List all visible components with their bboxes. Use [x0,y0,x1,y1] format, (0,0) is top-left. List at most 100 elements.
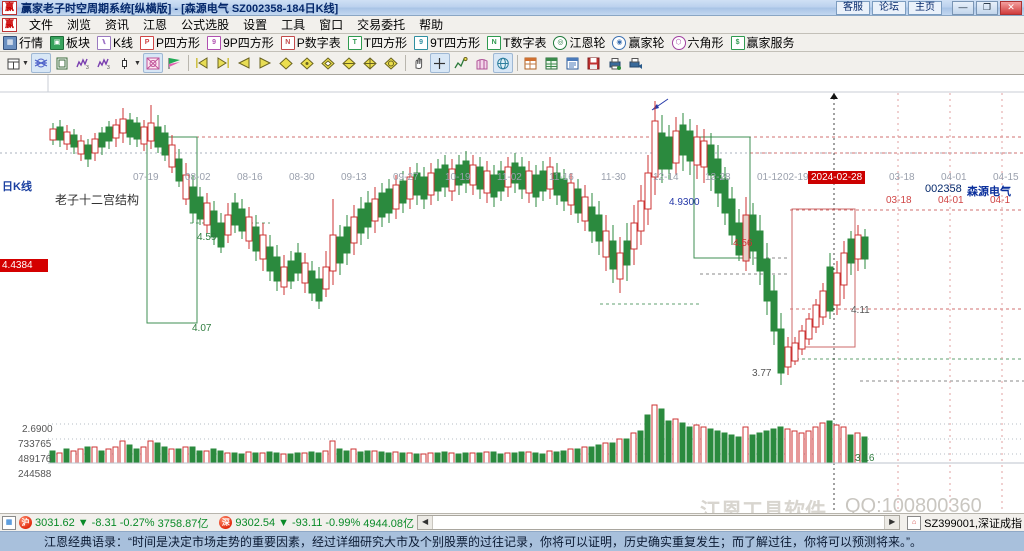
sz-index-change: -93.11 [292,516,323,529]
toolbar-winner-wheel-label: 赢家轮 [628,36,665,50]
date-label: 09-27 [393,172,419,183]
toolbar-kline[interactable]: ⑊ K线 [97,34,133,51]
diamond6-icon[interactable] [381,53,401,73]
candle-dropdown-icon[interactable]: ▼ [133,59,141,67]
anno-411: 4.11 [851,305,870,316]
sz-index-cell[interactable]: 深 9302.54 ▼ -93.11 -0.99% 4944.08亿 [219,515,414,531]
report-icon[interactable] [563,53,583,73]
menu-gann[interactable]: 江恩 [143,18,168,32]
candle-bar-icon[interactable] [115,53,135,73]
menu-formula[interactable]: 公式选股 [181,18,230,32]
calendar-icon[interactable] [3,53,23,73]
scroll-right-button[interactable]: ▶ [884,516,900,529]
toolbar-winner-wheel[interactable]: ◉ 赢家轮 [612,34,665,51]
diamond3-icon[interactable] [318,53,338,73]
gann-wheel-icon: ◎ [553,35,568,50]
window-title: 赢家老子时空周期系统[纵横版] - [森源电气 SZ002358-184日K线] [21,2,339,15]
chart-area[interactable]: 07-19 08-02 08-16 08-30 09-13 09-27 10-1… [0,75,1024,513]
date-label: 12-28 [705,172,731,183]
last-page-icon[interactable] [213,53,233,73]
menu-tools[interactable]: 工具 [281,18,306,32]
menu-trade[interactable]: 交易委托 [357,18,406,32]
toolbar-winner-service[interactable]: $ 赢家服务 [730,34,795,51]
calendar-dropdown-icon[interactable]: ▼ [22,59,29,67]
date-label: 08-30 [289,172,315,183]
export-icon[interactable] [626,53,646,73]
market-grid-icon[interactable]: ▦ [2,515,16,530]
price-axis-label: 2.6900 [22,424,53,435]
globe-tool-icon[interactable] [492,53,513,73]
wave-chart2-icon[interactable]: 3 [94,53,114,73]
9t-square-icon: 9 [414,35,429,50]
date-label: 01-12 [757,172,783,183]
sz-index-icon: 深 [219,516,233,529]
print-icon[interactable] [605,53,625,73]
winner-wheel-icon: ◉ [612,35,627,50]
hexagon-icon: ⬡ [671,35,686,50]
homepage-button[interactable]: 主页 [908,0,942,15]
dollar-service-icon: $ [730,35,745,50]
toolbar-hexagon[interactable]: ⬡ 六角形 [671,34,724,51]
menu-window[interactable]: 窗口 [319,18,344,32]
fan-tool-icon[interactable] [472,53,492,73]
anno-4930: 4.9300 [669,197,700,208]
prev-icon[interactable] [234,53,254,73]
diamond4-icon[interactable] [339,53,359,73]
gann-box-icon[interactable] [142,53,163,73]
toolbar-9p-square[interactable]: 9 9P四方形 [207,34,274,51]
menu-news[interactable]: 资讯 [105,18,130,32]
toolbar-sectors[interactable]: ▣ 板块 [50,34,90,51]
status-scroll-area[interactable]: ◀ ▶ [417,515,901,530]
diamond5-icon[interactable] [360,53,380,73]
projection-date-label: 04-01 [938,195,964,206]
toolbar-9t-square[interactable]: 9 9T四方形 [414,34,480,51]
date-label: 08-02 [185,172,211,183]
diamond2-icon[interactable] [297,53,317,73]
diamond1-icon[interactable] [276,53,296,73]
crosshair-net-icon[interactable] [30,53,51,73]
toolbar-p-number-table-label: P数字表 [296,36,341,50]
next-icon[interactable] [255,53,275,73]
toolbar-quotes[interactable]: ▦ 行情 [3,34,43,51]
date-label: 12-14 [653,172,679,183]
toolbar-t-square[interactable]: T T四方形 [347,34,407,51]
menu-help[interactable]: 帮助 [419,18,444,32]
wave-chart-icon[interactable]: 3 [73,53,93,73]
svg-text:3: 3 [107,65,110,70]
menu-settings[interactable]: 设置 [243,18,268,32]
close-button[interactable]: ✕ [1000,0,1022,15]
sh-index-amount: 3758.87亿 [157,517,209,530]
toolbar-gann-wheel[interactable]: ◎ 江恩轮 [553,34,605,51]
first-page-icon[interactable] [192,53,212,73]
draw-line-icon[interactable] [451,53,471,73]
toolbar-separator-2 [404,55,406,71]
toolbar-t-number-table[interactable]: N T数字表 [487,34,546,51]
spreadsheet-icon[interactable] [542,53,562,73]
forum-button[interactable]: 论坛 [872,0,906,15]
menu-file[interactable]: 文件 [29,18,54,32]
minimize-button[interactable]: — [952,0,974,15]
menu-browse[interactable]: 浏览 [67,18,92,32]
menu-bar: 赢 文件 浏览 资讯 江恩 公式选股 设置 工具 窗口 交易委托 帮助 [0,16,1024,34]
title-bar-buttons: 客服 论坛 主页 — ❐ ✕ [836,0,1022,15]
sh-index-change: -8.31 [91,516,117,529]
customer-service-button[interactable]: 客服 [836,0,870,15]
toolbar-quotes-label: 行情 [19,36,44,50]
scroll-left-button[interactable]: ◀ [418,516,434,529]
toolbar-p-number-table[interactable]: N P数字表 [280,34,341,51]
ticker-label: SZ399001,深证成指 [924,517,1022,530]
toolbar-p-square[interactable]: P P四方形 [140,34,200,51]
maximize-button[interactable]: ❐ [976,0,998,15]
ticker-cell[interactable]: ⌂ SZ399001,深证成指 [903,515,1022,531]
calendar-table-icon[interactable] [521,53,541,73]
hand-tool-icon[interactable] [409,53,429,73]
crosshair-tool-icon[interactable] [429,53,450,73]
save-icon[interactable] [584,53,604,73]
toolbar-separator-3 [516,55,518,71]
toolbar-t-number-table-label: T数字表 [503,36,547,50]
flag-icon[interactable] [164,53,184,73]
window-list-icon[interactable] [52,53,72,73]
date-label: 09-13 [341,172,367,183]
sh-index-cell[interactable]: 沪 3031.62 ▼ -8.31 -0.27% 3758.87亿 [19,515,208,531]
9p-square-icon: 9 [207,35,222,50]
